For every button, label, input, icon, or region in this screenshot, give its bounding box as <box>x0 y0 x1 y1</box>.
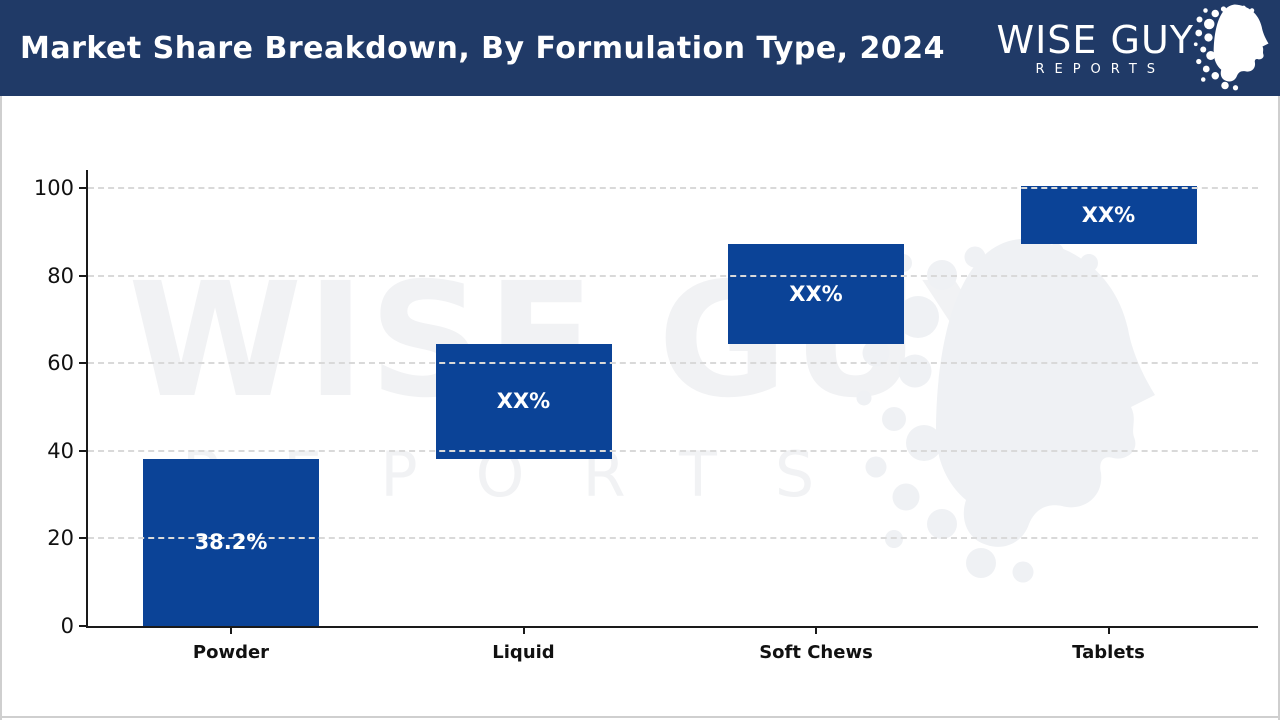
gridline-40 <box>88 449 1258 452</box>
gridline-100 <box>88 187 1258 189</box>
gridline-80 <box>88 274 1258 277</box>
x-axis-spine <box>86 626 1258 628</box>
bar-powder <box>143 458 319 626</box>
bar-soft-chews <box>728 244 904 344</box>
wiseguy-logo-text: WISE GUY REPORTS <box>997 21 1194 76</box>
wiseguy-logo: WISE GUY REPORTS <box>997 0 1280 96</box>
page-title: Market Share Breakdown, By Formulation T… <box>20 30 946 66</box>
y-tick-label-0: 0 <box>60 614 74 638</box>
y-axis-spine <box>86 170 88 628</box>
logo-wordmark: WISE GUY <box>996 17 1194 62</box>
x-tick-2 <box>815 626 817 634</box>
page-border-right <box>1278 96 1280 720</box>
y-tick-80 <box>79 274 88 277</box>
header-bar: Market Share Breakdown, By Formulation T… <box>0 0 1280 96</box>
bar-value-label: XX% <box>1081 202 1136 227</box>
x-category-label: Soft Chews <box>759 642 873 663</box>
plot-area: 0 20 40 60 80 100 38.2% XX% XX% XX% Powder Liquid So… <box>0 96 1280 720</box>
bar-value-label: XX% <box>496 389 551 414</box>
x-tick-0 <box>230 626 232 634</box>
y-tick-100 <box>79 187 88 189</box>
wiseguy-head-icon <box>1188 3 1280 93</box>
x-category-label: Tablets <box>1072 642 1145 663</box>
gridline-60 <box>88 362 1258 365</box>
y-tick-60 <box>79 362 88 365</box>
x-tick-1 <box>522 626 525 634</box>
y-tick-40 <box>79 449 88 452</box>
bar-value-label: XX% <box>789 281 843 306</box>
x-tick-3 <box>1107 626 1110 634</box>
x-category-label: Powder <box>192 642 270 663</box>
logo-subtext: REPORTS <box>1035 61 1166 77</box>
y-tick-label-20: 20 <box>47 526 74 551</box>
y-tick-label-40: 40 <box>47 438 74 463</box>
page-border-bottom <box>0 716 1280 718</box>
gridline-20 <box>88 537 1258 540</box>
y-tick-20 <box>79 537 88 540</box>
x-category-label: Liquid <box>492 642 555 663</box>
y-tick-0 <box>79 625 88 627</box>
y-tick-label-80: 80 <box>47 263 74 288</box>
y-tick-label-60: 60 <box>47 351 74 376</box>
bar-tablets <box>1020 185 1197 245</box>
page-border-left <box>0 96 2 720</box>
y-tick-label-100: 100 <box>33 176 74 200</box>
bar-value-label: 38.2% <box>194 530 268 555</box>
